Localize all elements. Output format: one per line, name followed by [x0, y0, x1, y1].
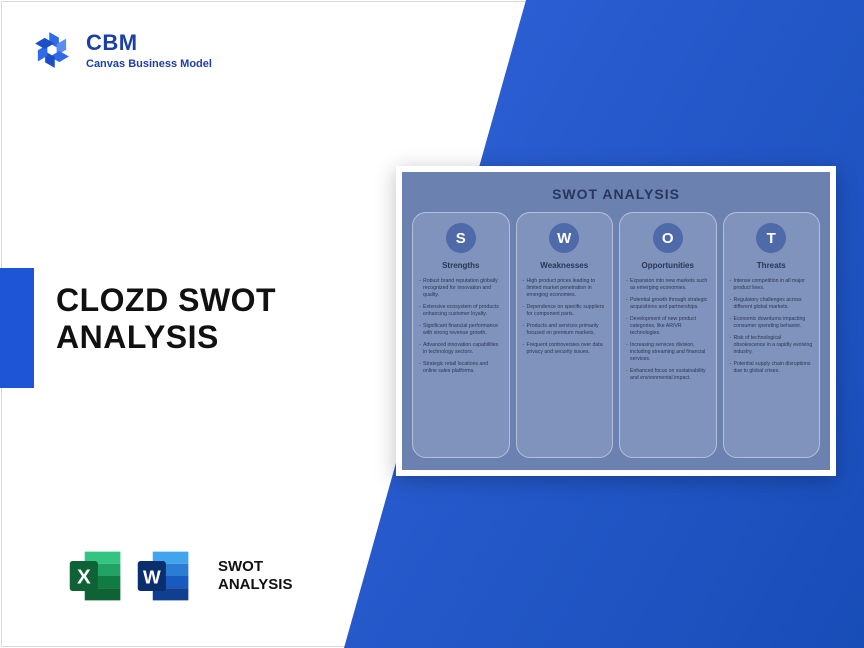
swot-item: Robust brand reputation globally recogni… [419, 278, 503, 299]
svg-text:X: X [77, 566, 91, 589]
swot-item: Frequent controversies over data privacy… [523, 342, 607, 356]
file-icons-row: X W SWOT ANALYSIS [66, 546, 292, 606]
swot-item: Expansion into new markets such as emerg… [626, 278, 710, 292]
swot-item: Potential supply chain disruptions due t… [730, 361, 814, 375]
excel-icon: X [66, 546, 126, 606]
swot-col-threats: T Threats Intense competition in all major… [723, 212, 821, 458]
swot-badge: S [446, 223, 476, 253]
swot-col-weaknesses: W Weaknesses High product prices leading t… [516, 212, 614, 458]
swot-item: Dependence on specific suppliers for com… [523, 304, 607, 318]
title-line-2: ANALYSIS [56, 319, 276, 356]
accent-bar [0, 268, 34, 388]
swot-item: High product prices leading to limited m… [523, 278, 607, 299]
title-line-1: CLOZD SWOT [56, 282, 276, 319]
logo-text: CBM Canvas Business Model [86, 30, 212, 70]
swot-item: Significant financial performance with s… [419, 323, 503, 337]
file-label-line-2: ANALYSIS [218, 576, 292, 594]
swot-item: Regulatory challenges across different g… [730, 297, 814, 311]
brand-tagline: Canvas Business Model [86, 58, 212, 70]
file-label: SWOT ANALYSIS [218, 558, 292, 594]
swot-heading: Strengths [442, 261, 479, 270]
swot-col-strengths: S Strengths Robust brand reputation global… [412, 212, 510, 458]
swot-item: Development of new product categories, l… [626, 316, 710, 337]
swot-card: SWOT ANALYSIS S Strengths Robust brand rep… [396, 166, 836, 476]
swot-item: Advanced innovation capabilities in tech… [419, 342, 503, 356]
swot-badge: W [549, 223, 579, 253]
swot-heading: Opportunities [642, 261, 694, 270]
swot-list: High product prices leading to limited m… [523, 278, 607, 361]
svg-text:W: W [143, 567, 161, 588]
swot-item: Products and services primarily focused … [523, 323, 607, 337]
brand-abbr: CBM [86, 30, 212, 56]
swot-title: SWOT ANALYSIS [412, 186, 820, 202]
swot-item: Risk of technological obsolescence in a … [730, 335, 814, 356]
swot-badge: O [653, 223, 683, 253]
swot-heading: Threats [757, 261, 786, 270]
swot-item: Strategic retail locations and online sa… [419, 361, 503, 375]
stage: CBM Canvas Business Model CLOZD SWOT ANA… [0, 0, 864, 648]
swot-panel: SWOT ANALYSIS S Strengths Robust brand rep… [402, 172, 830, 470]
swot-item: Enhanced focus on sustainability and env… [626, 368, 710, 382]
file-label-line-1: SWOT [218, 558, 292, 576]
swot-columns: S Strengths Robust brand reputation global… [412, 212, 820, 458]
page-title: CLOZD SWOT ANALYSIS [56, 282, 276, 356]
swot-heading: Weaknesses [540, 261, 588, 270]
swot-item: Increasing services division, including … [626, 342, 710, 363]
swot-item: Intense competition in all major product… [730, 278, 814, 292]
swot-item: Economic downturns impacting consumer sp… [730, 316, 814, 330]
word-icon: W [134, 546, 194, 606]
swot-item: Extensive ecosystem of products enhancin… [419, 304, 503, 318]
swot-list: Robust brand reputation globally recogni… [419, 278, 503, 380]
swot-badge: T [756, 223, 786, 253]
swot-list: Expansion into new markets such as emerg… [626, 278, 710, 387]
swot-col-opportunities: O Opportunities Expansion into new markets… [619, 212, 717, 458]
logo-icon [30, 28, 74, 72]
swot-item: Potential growth through strategic acqui… [626, 297, 710, 311]
swot-list: Intense competition in all major product… [730, 278, 814, 380]
logo-block: CBM Canvas Business Model [30, 28, 212, 72]
